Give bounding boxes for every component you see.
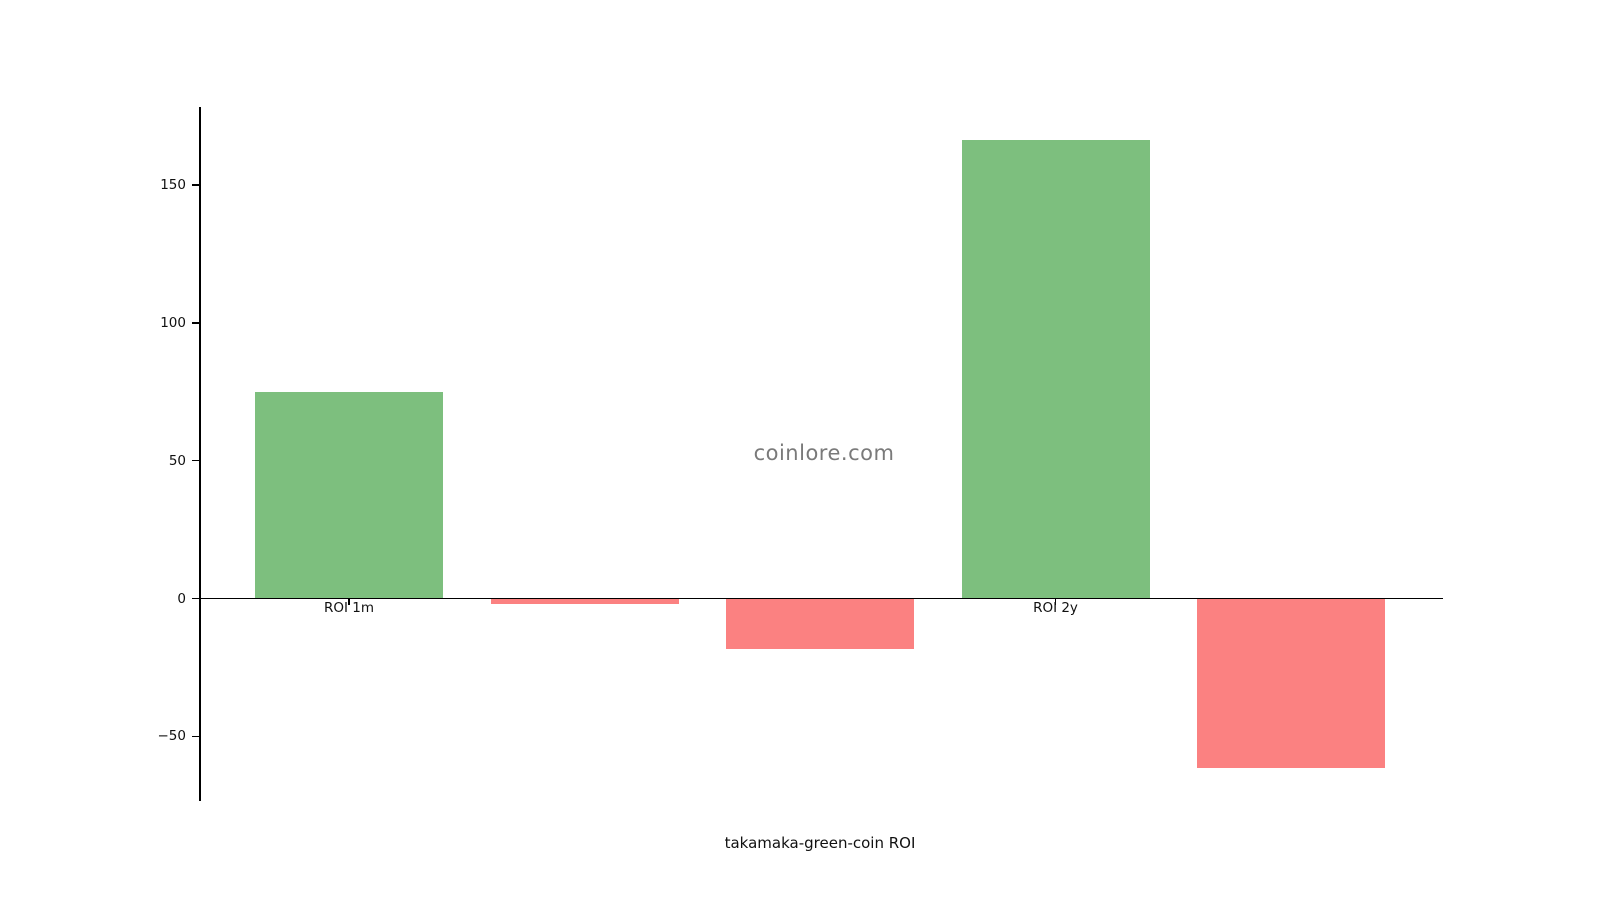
x-tick-0 [348, 598, 350, 605]
y-axis-spine [199, 107, 201, 801]
bar-0 [255, 392, 443, 599]
y-tick-label-100: 100 [160, 314, 186, 331]
y-tick-label--50: −50 [157, 728, 187, 745]
x-tick-label-3: ROI 2y [1033, 600, 1078, 616]
y-tick-0 [192, 597, 199, 600]
x-axis-zero-line [199, 597, 1443, 600]
y-tick-label-50: 50 [168, 452, 186, 469]
y-tick--50 [192, 735, 199, 738]
bar-3 [961, 139, 1150, 599]
y-tick-50 [192, 459, 199, 462]
y-tick-100 [192, 322, 199, 324]
chart-title: takamaka-green-coin ROI [724, 834, 916, 852]
x-tick-3 [1054, 598, 1057, 605]
y-tick-label-150: 150 [160, 177, 186, 194]
bar-1 [490, 598, 679, 604]
y-tick-label-0: 0 [177, 590, 186, 607]
x-tick-label-0: ROI 1m [323, 600, 375, 616]
y-tick-150 [192, 184, 199, 186]
bar-2 [726, 598, 914, 649]
bar-4 [1197, 598, 1385, 769]
watermark: coinlore.com [753, 441, 895, 465]
